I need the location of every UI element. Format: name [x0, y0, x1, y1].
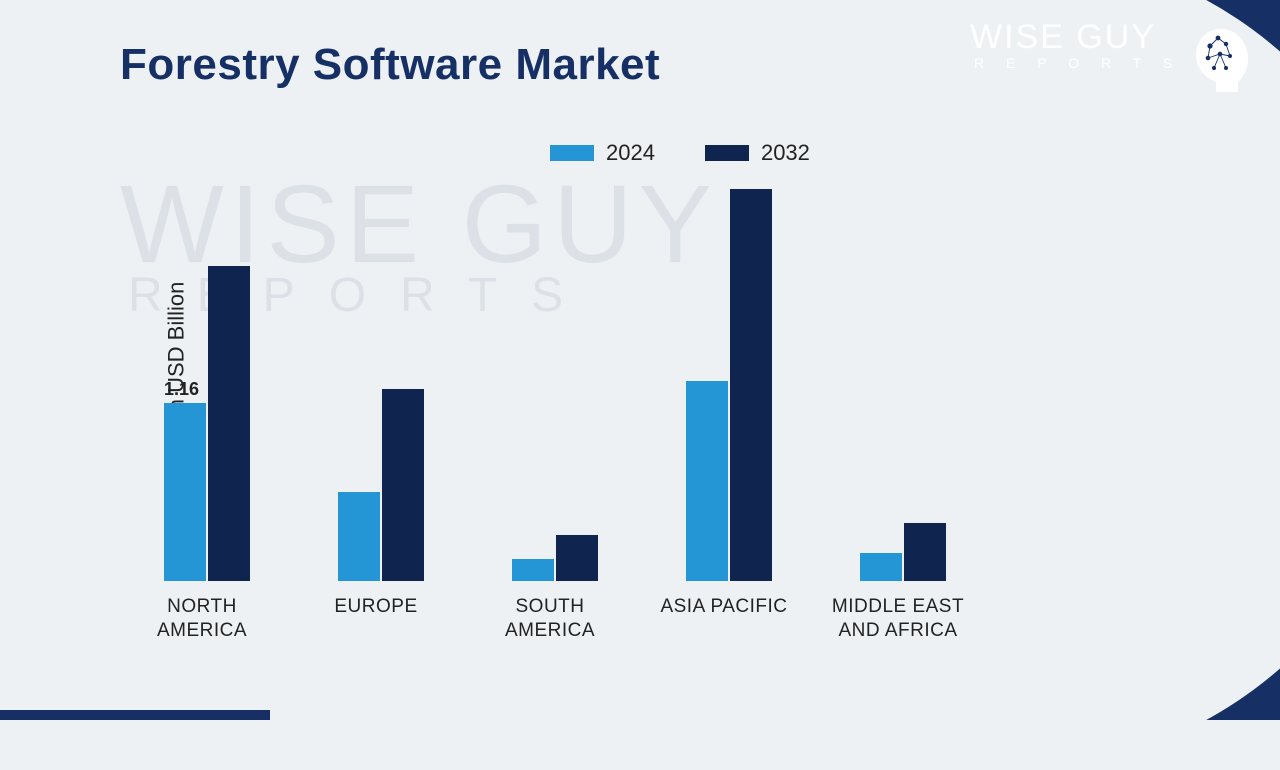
bottom-accent-bar	[0, 710, 270, 720]
bar-series-a	[512, 559, 554, 581]
bar-series-b	[208, 266, 250, 581]
bar-series-b	[904, 523, 946, 581]
bar-series-a	[338, 492, 380, 581]
chart-title: Forestry Software Market	[120, 40, 660, 90]
bar-series-a	[860, 553, 902, 581]
category-label: MIDDLE EAST AND AFRICA	[828, 595, 968, 643]
bar-series-a	[686, 381, 728, 581]
brand-logo: WISE GUY R E P O R T S	[970, 18, 1250, 71]
category-label: EUROPE	[306, 595, 446, 619]
legend-swatch-2024	[550, 145, 594, 161]
legend-swatch-2032	[705, 145, 749, 161]
bar-series-b	[730, 189, 772, 581]
bar-series-b	[382, 389, 424, 581]
category-label: NORTH AMERICA	[132, 595, 272, 643]
plot-area: 1.16NORTH AMERICAEUROPESOUTH AMERICAASIA…	[130, 180, 940, 582]
category-label: SOUTH AMERICA	[480, 595, 620, 643]
legend-label-2024: 2024	[606, 140, 655, 166]
legend: 2024 2032	[550, 140, 810, 166]
bar-chart: Market Size in USD Billion 2024 2032 1.1…	[90, 140, 960, 680]
category-label: ASIA PACIFIC	[654, 595, 794, 619]
legend-label-2032: 2032	[761, 140, 810, 166]
brand-head-icon	[1186, 24, 1256, 94]
legend-item-2032: 2032	[705, 140, 810, 166]
bar-value-label: 1.16	[164, 379, 199, 400]
legend-item-2024: 2024	[550, 140, 655, 166]
bar-series-b	[556, 535, 598, 581]
bar-series-a: 1.16	[164, 403, 206, 581]
